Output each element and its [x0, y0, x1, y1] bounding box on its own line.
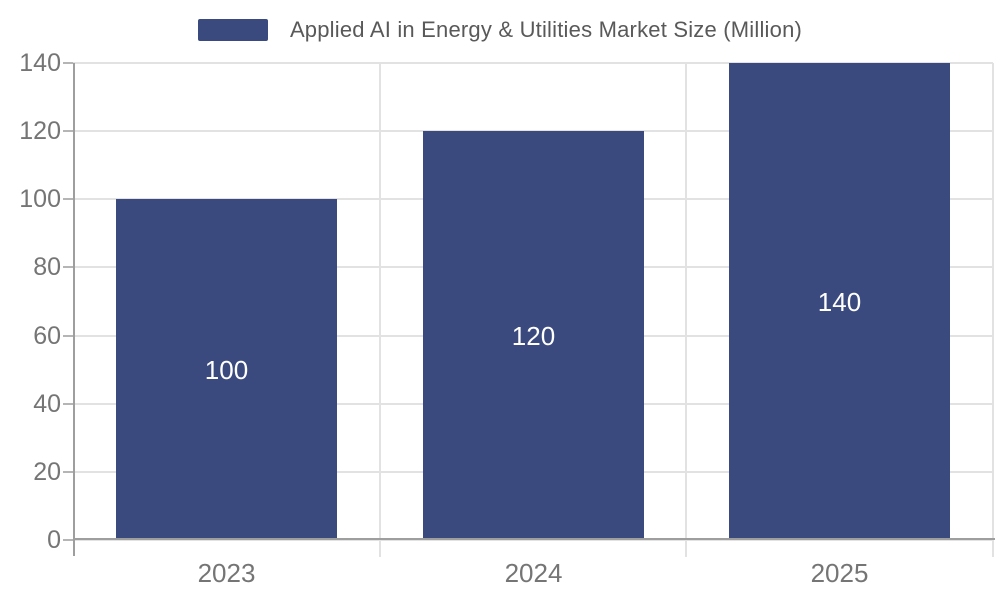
x-axis-tick-mark: [992, 540, 994, 557]
bar-value-label: 100: [204, 355, 249, 385]
y-tick-label: 20: [33, 457, 61, 486]
bar[interactable]: [729, 63, 950, 540]
y-axis-tick-mark: [63, 334, 73, 337]
x-tick-label: 2023: [197, 558, 256, 588]
y-tick-label: 0: [47, 526, 61, 554]
y-tick-label: 120: [19, 117, 61, 146]
x-tick-label: 2025: [810, 558, 869, 588]
y-axis-tick-mark: [63, 470, 73, 473]
y-tick-label: 60: [33, 321, 61, 350]
y-axis-tick-mark: [63, 198, 73, 201]
chart-legend[interactable]: Applied AI in Energy & Utilities Market …: [0, 12, 1000, 48]
x-axis-tick-mark: [378, 540, 381, 557]
y-axis-tick-mark: [63, 62, 73, 64]
y-axis-line: [73, 63, 75, 556]
legend-swatch-icon: [197, 19, 268, 41]
bar[interactable]: [423, 131, 644, 540]
gridline-y: [73, 62, 993, 64]
y-tick-label: 80: [33, 253, 61, 282]
x-axis-line: [73, 538, 995, 540]
bar-value-label: 120: [511, 321, 556, 351]
gridline-x: [378, 63, 381, 540]
x-tick-label: 2024: [504, 558, 563, 588]
plot-area: 0 20 40 60 80 100 120 140 100 2023 120 2024 140 2025: [19, 50, 995, 588]
x-axis-tick-mark: [685, 540, 688, 557]
y-axis-tick-mark: [63, 130, 73, 133]
gridline-y: [73, 539, 993, 541]
gridline-x: [992, 63, 994, 540]
y-axis-tick-mark: [63, 402, 73, 405]
legend-label: Applied AI in Energy & Utilities Market …: [289, 17, 803, 42]
gridline-x: [685, 63, 688, 540]
y-tick-label: 100: [19, 185, 61, 214]
y-tick-label: 140: [19, 49, 61, 77]
bar-value-label: 140: [817, 287, 862, 317]
bar[interactable]: [116, 199, 337, 540]
y-axis-tick-mark: [63, 539, 73, 541]
y-tick-label: 40: [33, 389, 61, 418]
y-axis-tick-mark: [63, 266, 73, 269]
